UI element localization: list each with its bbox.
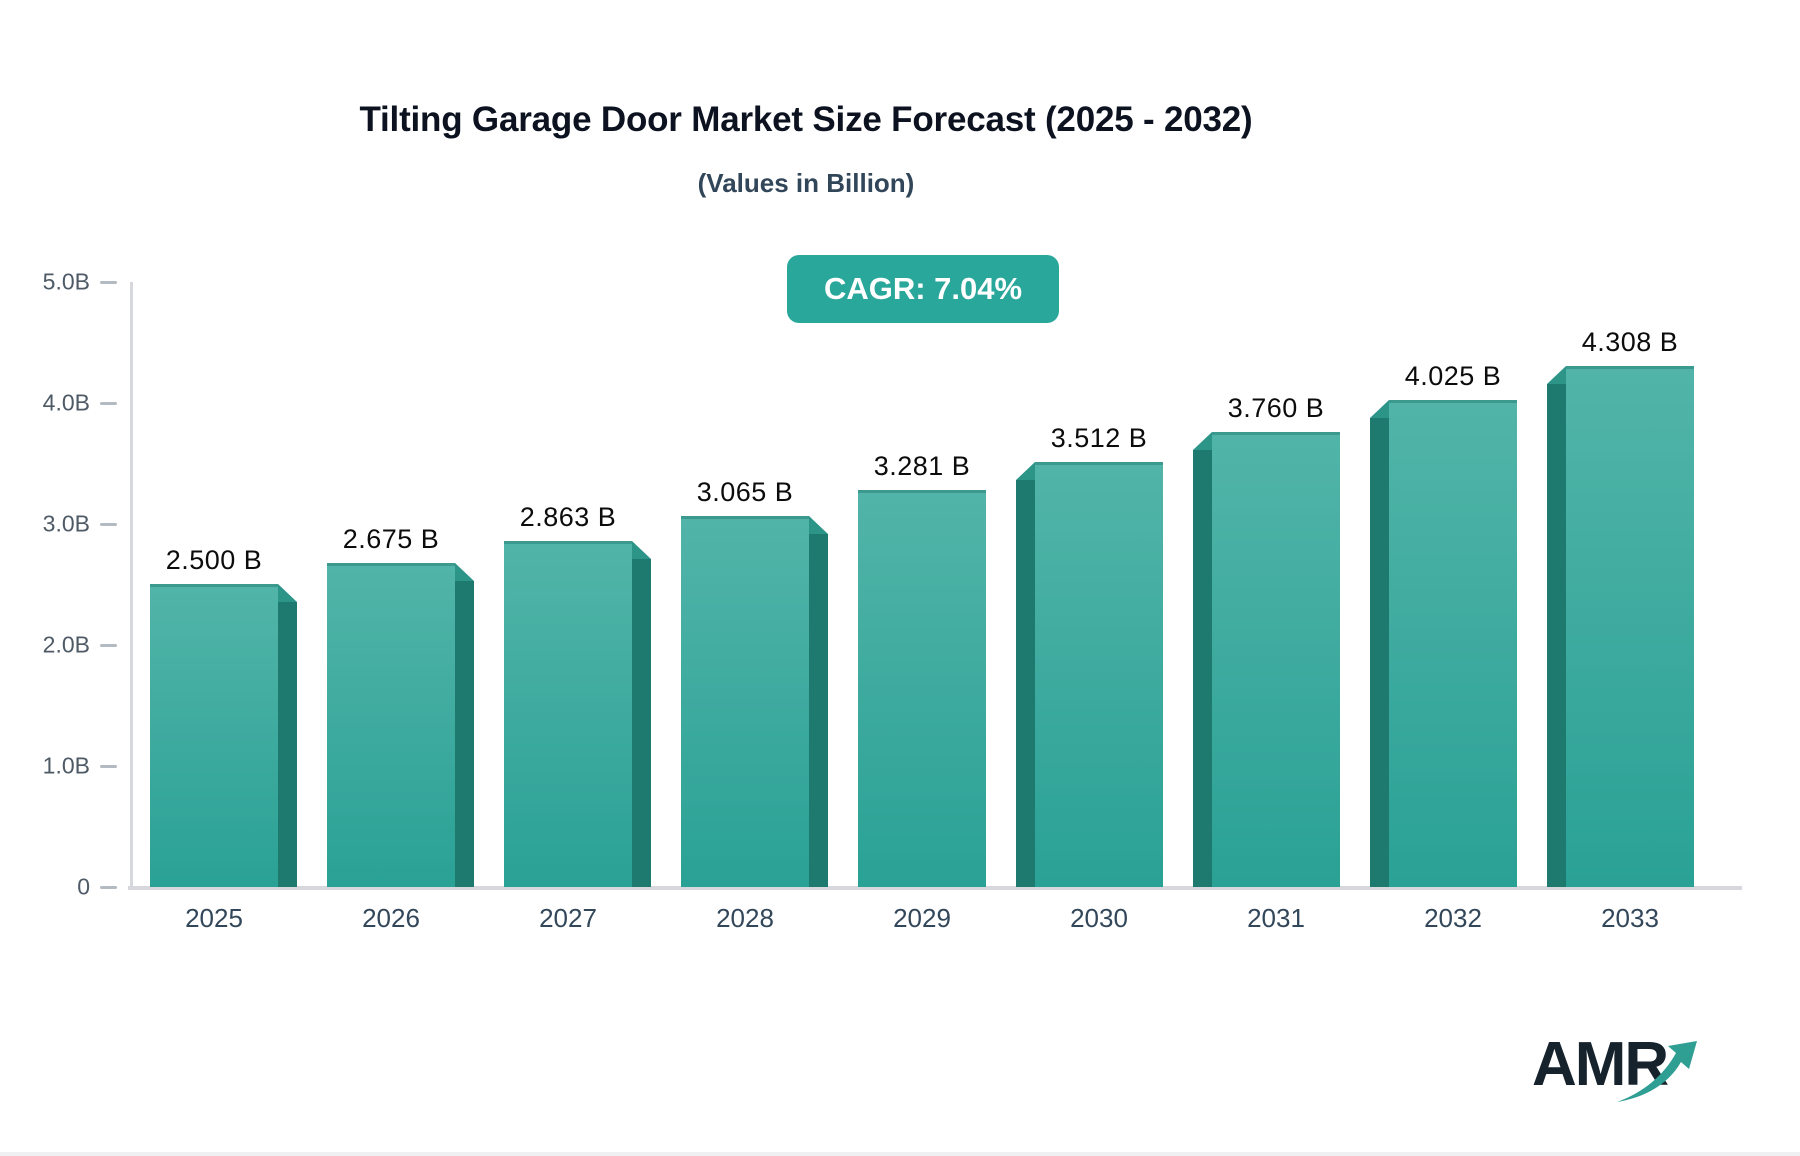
bar-face (1389, 400, 1517, 887)
x-axis-label-2025: 2025 (185, 903, 243, 933)
x-axis-label-2027: 2027 (539, 903, 597, 933)
y-tick-label: 2.0B (42, 631, 90, 658)
bar-bevel-corner (455, 563, 474, 581)
y-tick-mark (100, 886, 117, 889)
bar-top-edge (150, 584, 278, 587)
bar-value-label: 4.308 B (1581, 327, 1679, 357)
bar-side-panel (1547, 384, 1566, 887)
bar-face (1212, 432, 1340, 887)
bar-bevel-corner (1370, 400, 1389, 418)
bar-value-label: 3.065 B (696, 477, 794, 507)
y-tick-mark (100, 523, 117, 526)
bar-side-panel (1193, 450, 1212, 887)
bar-side-panel (632, 559, 651, 887)
y-tick-mark (100, 402, 117, 405)
x-axis-label-2028: 2028 (716, 903, 774, 933)
chart-title: Tilting Garage Door Market Size Forecast… (359, 100, 1253, 139)
amr-logo-text: AMR (1532, 1030, 1669, 1099)
bar-bevel-corner (1016, 462, 1035, 480)
bar-value-label: 2.675 B (342, 524, 440, 554)
bar-bevel-corner (1193, 432, 1212, 450)
bar-top-edge (504, 541, 632, 544)
x-axis-label-2032: 2032 (1424, 903, 1482, 933)
bar-value-label: 4.025 B (1404, 361, 1502, 391)
bar-face (327, 563, 455, 887)
bar-bevel-corner (1547, 366, 1566, 384)
y-tick-label: 5.0B (42, 268, 90, 295)
bar-value-label: 2.500 B (165, 545, 263, 575)
x-axis-label-2026: 2026 (362, 903, 420, 933)
bar-top-edge (327, 563, 455, 566)
bar-side-panel (1016, 480, 1035, 887)
bar-top-edge (681, 516, 809, 519)
x-axis-label-2033: 2033 (1601, 903, 1659, 933)
y-tick-mark (100, 765, 117, 768)
bar-bevel-corner (278, 584, 297, 602)
x-axis-label-2030: 2030 (1070, 903, 1128, 933)
bar-value-label: 3.512 B (1050, 423, 1148, 453)
bar-value-label: 3.760 B (1227, 393, 1325, 423)
amr-logo: AMR (1532, 1034, 1732, 1114)
x-axis-line (128, 886, 1742, 890)
bar-value-label: 3.281 B (873, 451, 971, 481)
trend-up-arrow-icon (1617, 1041, 1697, 1102)
bar-value-label: 2.863 B (519, 502, 617, 532)
y-tick-mark (100, 644, 117, 647)
bar-top-edge (1389, 400, 1517, 403)
bar-bevel-corner (632, 541, 651, 559)
chart-subtitle: (Values in Billion) (697, 168, 915, 198)
y-tick-label: 4.0B (42, 389, 90, 416)
bar-side-panel (1370, 418, 1389, 887)
bar-side-panel (278, 602, 297, 887)
y-tick-label: 0 (77, 873, 90, 900)
bar-side-panel (809, 534, 828, 887)
x-axis-label-2031: 2031 (1247, 903, 1305, 933)
y-tick-label: 1.0B (42, 752, 90, 779)
bar-top-edge (1212, 432, 1340, 435)
y-axis-line (130, 282, 133, 889)
bar-top-edge (1566, 366, 1694, 369)
bar-side-panel (455, 581, 474, 887)
cagr-badge: CAGR: 7.04% (787, 255, 1059, 323)
bar-face (858, 490, 986, 887)
bar-face (1035, 462, 1163, 887)
bar-face (504, 541, 632, 887)
bar-face (1566, 366, 1694, 887)
x-axis-label-2029: 2029 (893, 903, 951, 933)
y-tick-mark (100, 281, 117, 284)
bar-top-edge (858, 490, 986, 493)
bar-face (681, 516, 809, 887)
bar-bevel-corner (809, 516, 828, 534)
bar-face (150, 584, 278, 887)
bar-top-edge (1035, 462, 1163, 465)
y-tick-label: 3.0B (42, 510, 90, 537)
